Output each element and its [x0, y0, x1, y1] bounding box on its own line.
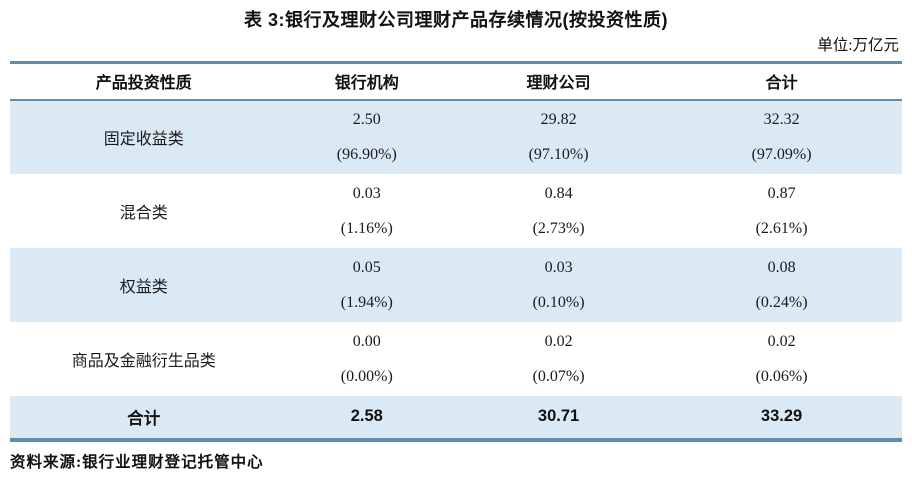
cell-value: 0.03 — [544, 258, 573, 276]
cell-value: 0.08 — [767, 258, 796, 276]
col-header-investment-nature: 产品投资性质 — [95, 75, 192, 93]
cell-percent: (1.16%) — [340, 219, 393, 237]
cell-value: 0.00 — [352, 332, 381, 350]
table-row-grand-total: 合计 2.58 30.71 33.29 — [10, 395, 902, 440]
cell-value: 0.87 — [767, 184, 796, 202]
cell-percent: (0.24%) — [755, 293, 808, 311]
table-row-mixed: 混合类 0.03 (1.16%) 0.84 (2.73%) 0.87 (2.61… — [10, 174, 902, 248]
cell-percent: (1.94%) — [340, 293, 393, 311]
cell-percent: (97.09%) — [751, 146, 812, 163]
cell-value: 0.05 — [352, 258, 381, 276]
cell-value: 0.03 — [352, 184, 381, 202]
col-header-total: 合计 — [765, 75, 798, 93]
table-row-commodity-derivatives: 商品及金融衍生品类 0.00 (0.00%) 0.02 (0.07%) 0.02… — [10, 322, 902, 396]
cell-wm-company: 29.82 (97.10%) — [456, 100, 661, 174]
cell-total: 0.02 (0.06%) — [661, 322, 902, 396]
cell-wm-company: 0.84 (2.73%) — [456, 174, 661, 248]
table-row-fixed-income: 固定收益类 2.50 (96.90%) 29.82 (97.10%) 32.32… — [10, 99, 902, 174]
cell-percent: (0.07%) — [532, 367, 585, 385]
cell-value: 2.50 — [352, 111, 381, 128]
cell-value: 0.02 — [544, 332, 573, 350]
cell-value: 0.02 — [767, 332, 796, 350]
cell-value: 29.82 — [540, 111, 577, 128]
cell-total: 0.87 (2.61%) — [661, 174, 902, 248]
cell-bank: 0.00 (0.00%) — [278, 322, 456, 396]
row-label: 合计 — [127, 409, 161, 428]
cell-value: 0.84 — [544, 184, 573, 202]
col-header-wm-company: 理财公司 — [526, 75, 591, 93]
cell-total: 33.29 — [760, 407, 803, 425]
cell-percent: (97.10%) — [528, 146, 589, 163]
table-header-row: 产品投资性质 银行机构 理财公司 合计 — [10, 62, 902, 100]
products-table: 产品投资性质 银行机构 理财公司 合计 固定收益类 2.50 (96.90%) … — [10, 61, 902, 442]
cell-percent: (2.73%) — [532, 219, 585, 237]
cell-total: 0.08 (0.24%) — [661, 248, 902, 322]
cell-total: 32.32 (97.09%) — [661, 100, 902, 174]
cell-wm-company: 30.71 — [537, 407, 580, 425]
col-header-bank: 银行机构 — [334, 75, 399, 93]
cell-percent: (0.06%) — [755, 367, 808, 385]
row-label: 固定收益类 — [103, 131, 184, 148]
cell-percent: (2.61%) — [755, 219, 808, 237]
source-note: 资料来源:银行业理财登记托管中心 — [10, 453, 264, 471]
cell-bank: 0.03 (1.16%) — [278, 174, 456, 248]
cell-wm-company: 0.03 (0.10%) — [456, 248, 661, 322]
cell-percent: (0.10%) — [532, 293, 585, 311]
table-title: 表 3:银行及理财公司理财产品存续情况(按投资性质) — [244, 10, 668, 30]
cell-value: 32.32 — [763, 111, 800, 128]
cell-percent: (96.90%) — [336, 146, 397, 163]
row-label: 混合类 — [119, 204, 168, 222]
row-label: 权益类 — [119, 278, 168, 296]
cell-wm-company: 0.02 (0.07%) — [456, 322, 661, 396]
cell-bank: 2.58 — [350, 407, 383, 425]
cell-bank: 2.50 (96.90%) — [278, 100, 456, 174]
cell-bank: 0.05 (1.94%) — [278, 248, 456, 322]
unit-label: 单位:万亿元 — [817, 37, 899, 54]
cell-percent: (0.00%) — [340, 367, 393, 385]
row-label: 商品及金融衍生品类 — [71, 352, 216, 370]
table-row-equity: 权益类 0.05 (1.94%) 0.03 (0.10%) 0.08 (0.24… — [10, 247, 902, 322]
